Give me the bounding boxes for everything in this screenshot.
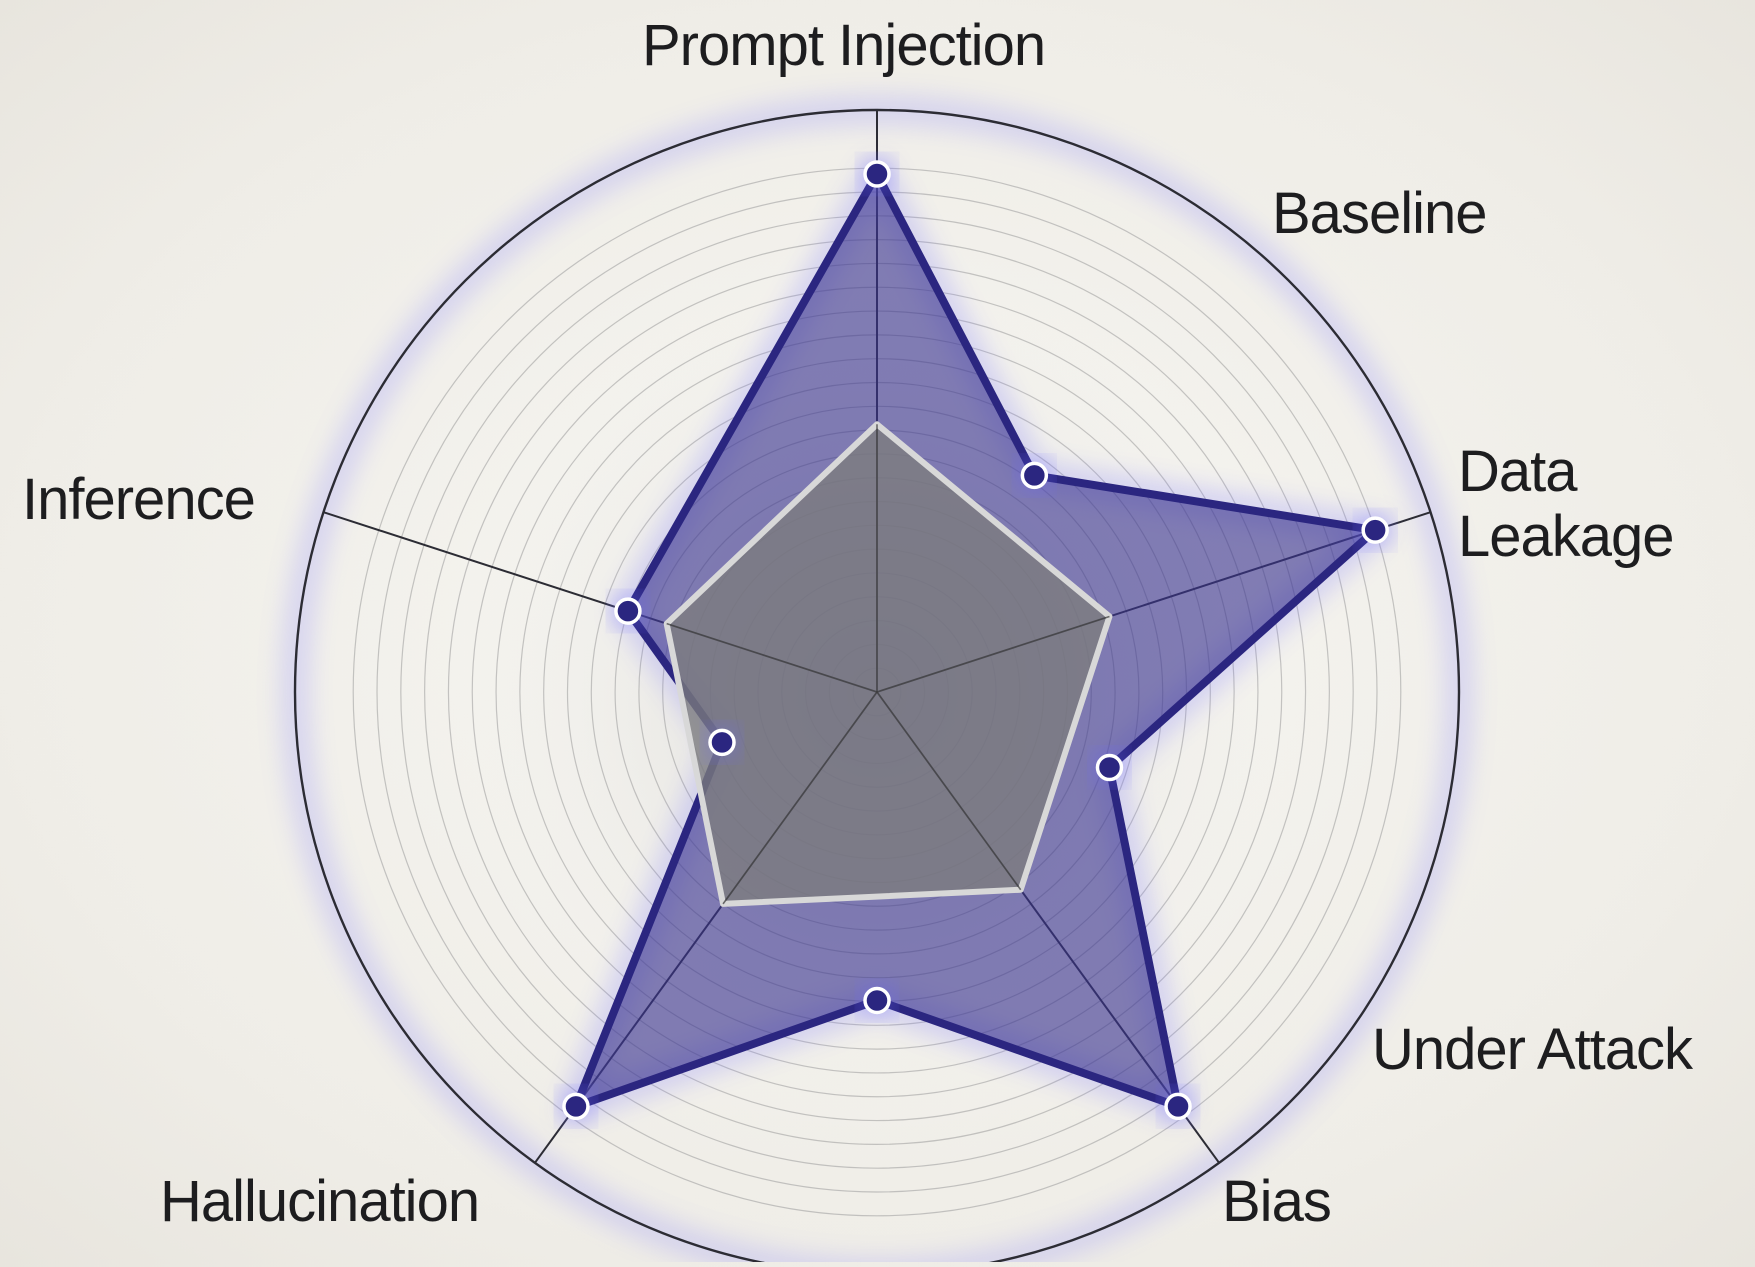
baseline-spoke: [876, 615, 1110, 693]
legend-label-baseline: Baseline: [1272, 181, 1487, 246]
series-under-attack-point: [863, 986, 891, 1015]
axis-label-bias: Bias: [1222, 1169, 1332, 1234]
axis-label-data: Data: [1458, 439, 1578, 504]
baseline-spoke: [876, 691, 1022, 891]
axis-label-data-leakage: Data Leakage: [1458, 439, 1675, 570]
axis-label-prompt-injection: Prompt Injection: [642, 13, 1046, 78]
axis-label-leakage: Leakage: [1458, 503, 1675, 569]
series-under-attack-point: [1095, 753, 1124, 782]
axis-label-hallucination: Hallucination: [160, 1169, 480, 1234]
series-under-attack-point: [708, 728, 736, 757]
series-under-attack-peak-point: [1361, 516, 1389, 544]
series-under-attack-peak-point: [863, 160, 891, 188]
baseline-spoke: [666, 622, 878, 693]
series-under-attack-peak-point: [562, 1092, 590, 1121]
axis-label-inference: Inference: [22, 467, 256, 532]
baseline-spoke: [722, 691, 878, 905]
series-under-attack-peak-point: [614, 597, 642, 625]
series-baseline: [663, 421, 1113, 907]
series-under-attack-peak-point: [1164, 1092, 1192, 1121]
series-under-attack-point: [1020, 461, 1049, 490]
legend-label-under-attack: Under Attack: [1372, 1017, 1693, 1082]
